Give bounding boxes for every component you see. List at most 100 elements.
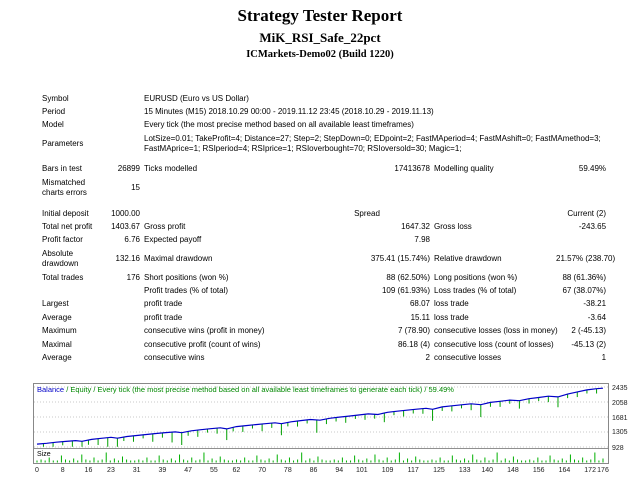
y-axis-label: 1681 <box>612 414 628 422</box>
stat-label: consecutive wins <box>144 352 205 362</box>
stat-value <box>106 325 142 338</box>
stat-value: -3.64 <box>587 312 607 322</box>
stat-value <box>302 176 432 200</box>
report-table: Symbol EURUSD (Euro vs US Dollar) Period 15… <box>40 92 616 365</box>
stats-row: Largest profit trade 68.07 loss trade -38.21 <box>40 298 608 311</box>
report-header: Strategy Tester Report MiK_RSI_Safe_22pc… <box>0 6 640 60</box>
stat-label: Mismatched charts errors <box>42 177 87 198</box>
caption-separator: / <box>422 385 429 394</box>
stat-value: Spread <box>354 208 380 218</box>
x-axis-label: 39 <box>158 467 167 474</box>
y-axis-label: 2058 <box>612 399 628 407</box>
size-panel-label: Size <box>37 451 51 458</box>
stat-value <box>554 176 608 200</box>
info-gap <box>106 105 142 118</box>
stat-label: consecutive wins (profit in money) <box>144 326 265 336</box>
spacer-row <box>40 156 608 163</box>
stat-value: 109 (61.93%) <box>381 285 430 295</box>
stats-row: Initial deposit 1000.00 Spread Current (2) <box>40 207 608 220</box>
x-axis-label: 55 <box>209 467 218 474</box>
stat-value: 375.41 (15.74%) <box>370 253 430 263</box>
stat-value: Current (2) <box>567 208 607 218</box>
info-value: 15 Minutes (M15) 2018.10.29 00:00 - 2019… <box>144 106 434 116</box>
stat-label: Long positions (won %) <box>434 272 518 282</box>
stat-label: Average <box>42 312 72 322</box>
server-build: ICMarkets-Demo02 (Build 1220) <box>246 49 394 60</box>
x-axis-label: 70 <box>258 467 267 474</box>
stats-row: Average profit trade 15.11 loss trade -3.64 <box>40 311 608 324</box>
stat-label: Ticks modelled <box>144 164 198 174</box>
stats-row: Maximum consecutive wins (profit in money… <box>40 325 608 338</box>
stat-label: Gross loss <box>434 222 472 232</box>
stat-label: Largest <box>42 299 69 309</box>
info-gap <box>106 119 142 132</box>
stat-label: profit trade <box>144 299 183 309</box>
info-label: Parameters <box>42 138 84 148</box>
x-axis-label: 16 <box>84 467 93 474</box>
x-axis-label: 133 <box>458 467 471 474</box>
x-axis-label: 140 <box>481 467 494 474</box>
stat-label: consecutive losses (loss in money) <box>434 326 558 336</box>
x-axis-label: 101 <box>355 467 368 474</box>
stat-label: Bars in test <box>42 164 83 174</box>
spacer-row <box>40 200 608 207</box>
stat-value: 88 (61.36%) <box>562 272 607 282</box>
stat-value: 2 <box>425 352 430 362</box>
stat-value: 68.07 <box>409 299 430 309</box>
info-row: Parameters LotSize=0.01; TakeProfit=4; Di… <box>40 132 608 156</box>
stat-label: Profit trades (% of total) <box>144 285 229 295</box>
caption-part: Balance <box>37 385 65 394</box>
x-axis-label: 86 <box>309 467 318 474</box>
x-axis-label: 109 <box>381 467 394 474</box>
stats-row: Absolute drawdown 132.16 Maximal drawdown 3… <box>40 247 616 271</box>
stat-label: Loss trades (% of total) <box>434 285 517 295</box>
stat-value: 1647.32 <box>401 222 430 232</box>
stat-label: Maximal <box>42 339 72 349</box>
info-value: Every tick (the most precise method base… <box>144 120 414 130</box>
graph-caption: Balance / Equity / Every tick (the most … <box>37 385 454 394</box>
stat-value <box>106 284 142 297</box>
balance-chart <box>34 386 608 463</box>
spacer-cell <box>40 156 608 163</box>
stat-value: 2 (-45.13) <box>571 326 607 336</box>
stat-value: 21.57% (238.70) <box>556 253 616 263</box>
expert-name: MiK_RSI_Safe_22pct <box>259 30 381 45</box>
stat-label: Gross profit <box>144 222 186 232</box>
stat-value <box>106 338 142 351</box>
y-axis-labels: 2435 2058 1681 1305 928 <box>612 384 640 465</box>
stat-value: 7.98 <box>414 235 430 245</box>
stat-label: Relative drawdown <box>434 253 502 263</box>
x-axis-label: 62 <box>232 467 241 474</box>
stat-value <box>554 234 608 247</box>
stat-value: 67 (38.07%) <box>562 285 607 295</box>
x-axis-label: 117 <box>407 467 419 474</box>
stat-value: 1 <box>601 352 607 362</box>
stat-value: 17413678 <box>394 164 430 174</box>
stat-value: 86.18 (4) <box>397 339 430 349</box>
stat-label: Profit factor <box>42 235 83 245</box>
stats-row: Total trades 176 Short positions (won %) 88… <box>40 271 608 284</box>
stats-row: Total net profit 1403.67 Gross profit 1647.… <box>40 221 608 234</box>
stat-value: 6.76 <box>124 235 140 245</box>
stat-value: 176 <box>126 272 140 282</box>
stats-row: Mismatched charts errors 15 <box>40 176 608 200</box>
stat-label: Maximal drawdown <box>144 253 213 263</box>
stat-label: Total net profit <box>42 222 93 232</box>
x-axis-label: 0 <box>35 467 39 474</box>
stat-label: Short positions (won %) <box>144 272 229 282</box>
caption-part: 59.49% <box>428 385 454 394</box>
x-axis-label: 23 <box>107 467 115 474</box>
stat-label <box>432 207 554 220</box>
x-axis-label: 78 <box>283 467 292 474</box>
stats-row: Profit factor 6.76 Expected payoff 7.98 <box>40 234 608 247</box>
info-row: Period 15 Minutes (M15) 2018.10.29 00:00 … <box>40 105 608 118</box>
x-axis-labels: 0 8 16 23 31 39 47 55 62 70 78 86 94 101 109 117 125 133 1… <box>33 467 609 478</box>
caption-separator: / <box>91 385 98 394</box>
x-axis-label: 164 <box>558 467 571 474</box>
balance-graph: Balance / Equity / Every tick (the most … <box>33 383 640 480</box>
stats-row: Bars in test 26899 Ticks modelled 17413678 M… <box>40 163 608 176</box>
stat-label: loss trade <box>434 312 469 322</box>
info-label: Model <box>42 120 64 130</box>
stat-label: consecutive losses <box>434 352 502 362</box>
info-row: Model Every tick (the most precise method… <box>40 119 608 132</box>
